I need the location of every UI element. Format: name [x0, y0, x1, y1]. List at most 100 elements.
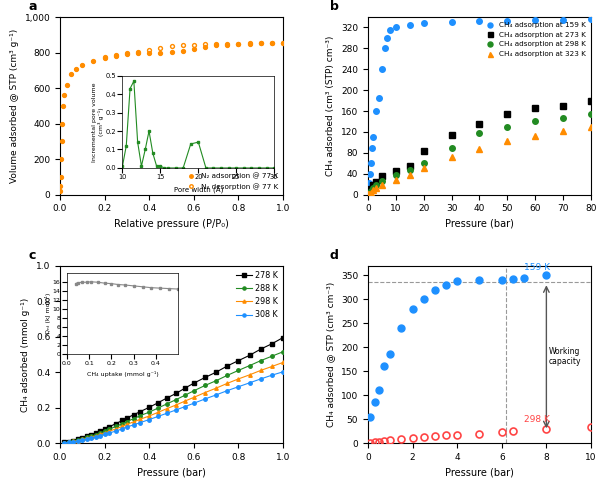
N₂ adsorption @ 77 K — [124, 52, 131, 57]
288 K — [235, 368, 242, 374]
288 K — [61, 440, 68, 446]
CH₄ adsorption at 159 K — [378, 66, 385, 72]
Text: d: d — [330, 248, 339, 262]
CH₄ adsorption at 273 K — [370, 182, 377, 188]
Text: b: b — [330, 0, 339, 13]
Text: 298 K: 298 K — [524, 415, 550, 424]
Line: 298 K: 298 K — [63, 361, 285, 445]
CH₄ adsorption at 298 K — [448, 145, 455, 150]
N₂ adsorption @ 77 K — [58, 156, 65, 162]
308 K — [224, 388, 231, 393]
288 K — [101, 429, 108, 434]
CH₄ adsorption at 159 K — [365, 187, 373, 192]
CH₄ adsorption at 159 K — [420, 20, 427, 26]
N₂ adsorption @ 77 K — [59, 121, 66, 127]
298 K — [79, 436, 86, 442]
298 K — [268, 364, 275, 370]
CH₄ adsorption at 298 K — [373, 182, 380, 188]
N₂ adsorption @ 77 K — [60, 103, 67, 109]
308 K — [130, 422, 137, 428]
N₂ adsorption @ 77 K — [212, 42, 220, 48]
308 K — [146, 417, 153, 423]
N₂ desorption @ 77 K — [190, 42, 197, 48]
278 K — [83, 433, 91, 439]
N₂ desorption @ 77 K — [246, 40, 253, 46]
288 K — [130, 416, 137, 422]
278 K — [70, 438, 77, 444]
CH₄ adsorption at 159 K — [587, 16, 595, 22]
298 K — [146, 413, 153, 419]
308 K — [106, 430, 113, 436]
CH₄ adsorption at 298 K — [392, 172, 400, 178]
N₂ desorption @ 77 K — [112, 52, 119, 58]
278 K — [212, 369, 220, 375]
Y-axis label: Volume adsorbed @ STP (cm³ g⁻¹): Volume adsorbed @ STP (cm³ g⁻¹) — [10, 29, 19, 183]
N₂ desorption @ 77 K — [235, 40, 242, 46]
298 K — [155, 410, 162, 415]
N₂ desorption @ 77 K — [168, 43, 175, 49]
298 K — [181, 398, 188, 404]
CH₄ adsorption at 323 K — [365, 190, 373, 196]
298 K — [112, 426, 119, 432]
278 K — [235, 357, 242, 363]
288 K — [65, 439, 73, 445]
308 K — [74, 438, 82, 444]
CH₄ adsorption at 159 K — [366, 171, 373, 177]
CH₄ adsorption at 298 K — [587, 111, 595, 116]
278 K — [97, 428, 104, 434]
288 K — [112, 424, 119, 430]
CH₄ adsorption at 323 K — [587, 124, 595, 130]
N₂ adsorption @ 77 K — [268, 40, 275, 46]
278 K — [155, 400, 162, 406]
CH₄ adsorption at 323 K — [373, 186, 380, 191]
N₂ adsorption @ 77 K — [101, 55, 108, 61]
278 K — [112, 421, 119, 427]
CH₄ adsorption at 273 K — [560, 103, 567, 109]
CH₄ adsorption at 159 K — [373, 108, 380, 114]
278 K — [146, 404, 153, 410]
308 K — [97, 433, 104, 439]
Line: 278 K: 278 K — [63, 336, 285, 444]
CH₄ adsorption at 323 K — [504, 138, 511, 144]
N₂ adsorption @ 77 K — [146, 50, 153, 56]
308 K — [137, 420, 144, 426]
278 K — [101, 426, 108, 432]
308 K — [65, 439, 73, 445]
CH₄ adsorption at 298 K — [365, 191, 372, 197]
278 K — [61, 440, 68, 446]
288 K — [146, 409, 153, 415]
CH₄ adsorption at 323 K — [370, 187, 377, 193]
288 K — [74, 437, 82, 443]
X-axis label: Pressure (bar): Pressure (bar) — [445, 219, 514, 229]
CH₄ adsorption at 273 K — [587, 98, 595, 104]
Line: CH₄ adsorption at 273 K: CH₄ adsorption at 273 K — [365, 98, 594, 196]
Text: c: c — [29, 248, 36, 262]
278 K — [172, 391, 179, 396]
Legend: N₂ adsorption @ 77 K, N₂ desorption @ 77 K: N₂ adsorption @ 77 K, N₂ desorption @ 77… — [183, 171, 280, 191]
308 K — [61, 440, 68, 446]
CH₄ adsorption at 273 K — [504, 111, 511, 116]
Line: CH₄ adsorption at 159 K: CH₄ adsorption at 159 K — [365, 17, 594, 196]
CH₄ adsorption at 273 K — [378, 173, 385, 179]
X-axis label: Pressure (bar): Pressure (bar) — [137, 468, 206, 477]
N₂ adsorption @ 77 K — [56, 188, 64, 194]
278 K — [224, 363, 231, 369]
N₂ adsorption @ 77 K — [72, 66, 79, 72]
278 K — [124, 415, 131, 421]
CH₄ adsorption at 273 K — [373, 179, 380, 185]
298 K — [202, 390, 209, 395]
Legend: CH₄ adsorption at 159 K, CH₄ adsorption at 273 K, CH₄ adsorption at 298 K, CH₄ a: CH₄ adsorption at 159 K, CH₄ adsorption … — [481, 20, 587, 58]
308 K — [119, 426, 126, 431]
288 K — [172, 397, 179, 403]
N₂ adsorption @ 77 K — [246, 41, 253, 47]
288 K — [92, 432, 99, 438]
N₂ adsorption @ 77 K — [257, 40, 265, 46]
CH₄ adsorption at 323 K — [532, 132, 539, 138]
N₂ desorption @ 77 K — [257, 40, 265, 46]
N₂ desorption @ 77 K — [179, 42, 187, 48]
298 K — [83, 435, 91, 441]
Line: N₂ desorption @ 77 K: N₂ desorption @ 77 K — [103, 41, 285, 59]
298 K — [119, 423, 126, 429]
298 K — [106, 429, 113, 434]
CH₄ adsorption at 273 K — [448, 131, 455, 137]
